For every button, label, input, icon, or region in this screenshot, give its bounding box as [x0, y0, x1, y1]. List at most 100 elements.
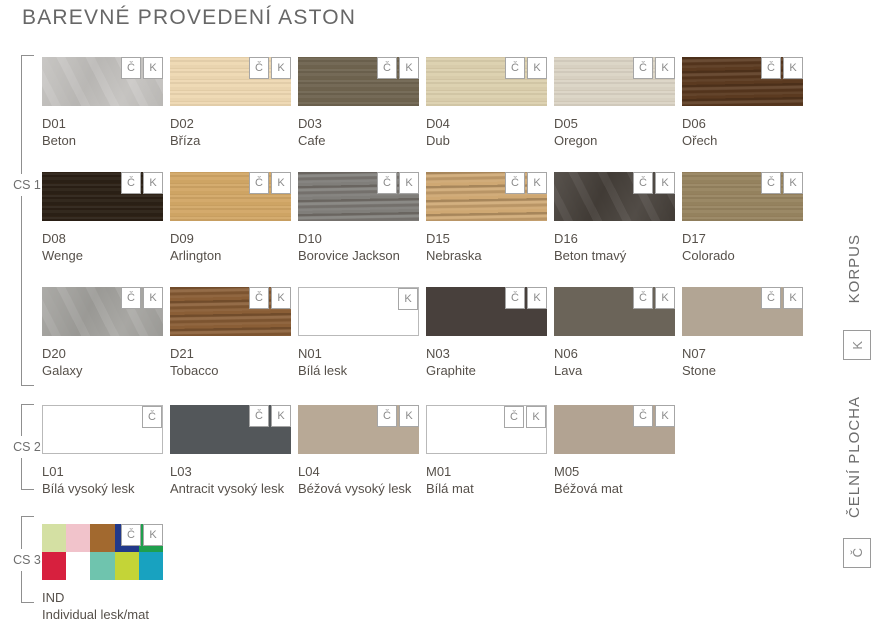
swatch-name: Bříza	[170, 133, 201, 148]
swatch-tile: Č	[42, 405, 163, 454]
front-surface-key-letter: Č	[849, 548, 865, 558]
swatch-name: Tobacco	[170, 363, 219, 378]
front-surface-badge: Č	[633, 405, 653, 427]
korpus-badge: K	[399, 57, 419, 79]
front-surface-badge: Č	[142, 406, 162, 428]
swatch-code: D08	[42, 231, 66, 246]
swatch-code: IND	[42, 590, 65, 605]
swatch-code: D04	[426, 116, 450, 131]
swatch-code: D01	[42, 116, 66, 131]
front-surface-badge: Č	[249, 405, 269, 427]
korpus-badge: K	[271, 172, 291, 194]
patchwork-cell	[42, 524, 67, 552]
swatch-name: Galaxy	[42, 363, 83, 378]
swatch-code: N01	[298, 346, 322, 361]
front-surface-legend-key-box: Č	[843, 538, 871, 568]
front-surface-badge: Č	[249, 287, 269, 309]
korpus-key-letter: K	[849, 340, 865, 350]
korpus-badge: K	[271, 287, 291, 309]
swatch-code: N07	[682, 346, 706, 361]
front-surface-badge: Č	[249, 172, 269, 194]
korpus-badge: K	[527, 57, 547, 79]
front-surface-badge: Č	[121, 57, 141, 79]
korpus-badge: K	[783, 57, 803, 79]
swatch-name: Antracit vysoký lesk	[170, 481, 285, 496]
front-surface-badge: Č	[504, 406, 524, 428]
korpus-badge: K	[143, 57, 163, 79]
front-surface-badge: Č	[505, 287, 525, 309]
swatch-code: L04	[298, 464, 320, 479]
front-surface-badge: Č	[505, 172, 525, 194]
badge-group: K	[398, 288, 418, 310]
korpus-badge: K	[655, 172, 675, 194]
korpus-badge: K	[399, 172, 419, 194]
swatch-name: Beton	[42, 133, 76, 148]
swatch-name: Arlington	[170, 248, 222, 263]
korpus-badge: K	[526, 406, 546, 428]
korpus-badge: K	[655, 57, 675, 79]
korpus-badge: K	[398, 288, 418, 310]
swatch-tile: K	[298, 287, 419, 336]
patchwork-cell	[114, 552, 139, 580]
swatch-name: Ořech	[682, 133, 718, 148]
group-bracket-cs3: CS 3	[13, 516, 41, 603]
swatch-name: Oregon	[554, 133, 598, 148]
swatch-code: D21	[170, 346, 194, 361]
korpus-badge: K	[527, 287, 547, 309]
group-bracket-cs2: CS 2	[13, 404, 41, 490]
bracket-line	[21, 516, 34, 549]
front-surface-badge: Č	[121, 524, 141, 546]
swatch-name: Stone	[682, 363, 716, 378]
swatch-code: N03	[426, 346, 450, 361]
patchwork-cell	[90, 552, 115, 580]
group-label-cs1: CS 1	[13, 178, 41, 192]
front-surface-badge: Č	[121, 287, 141, 309]
korpus-badge: K	[399, 405, 419, 427]
swatch-name: Colorado	[682, 248, 735, 263]
swatch-code: D15	[426, 231, 450, 246]
bracket-line	[21, 55, 34, 174]
korpus-badge: K	[655, 287, 675, 309]
bracket-line	[21, 570, 34, 603]
group-bracket-cs1: CS 1	[13, 55, 41, 386]
swatch-name: Lava	[554, 363, 583, 378]
swatch-code: D05	[554, 116, 578, 131]
korpus-legend-label: KORPUS	[846, 234, 863, 304]
swatch-card: K N01 Bílá lesk	[298, 287, 419, 379]
